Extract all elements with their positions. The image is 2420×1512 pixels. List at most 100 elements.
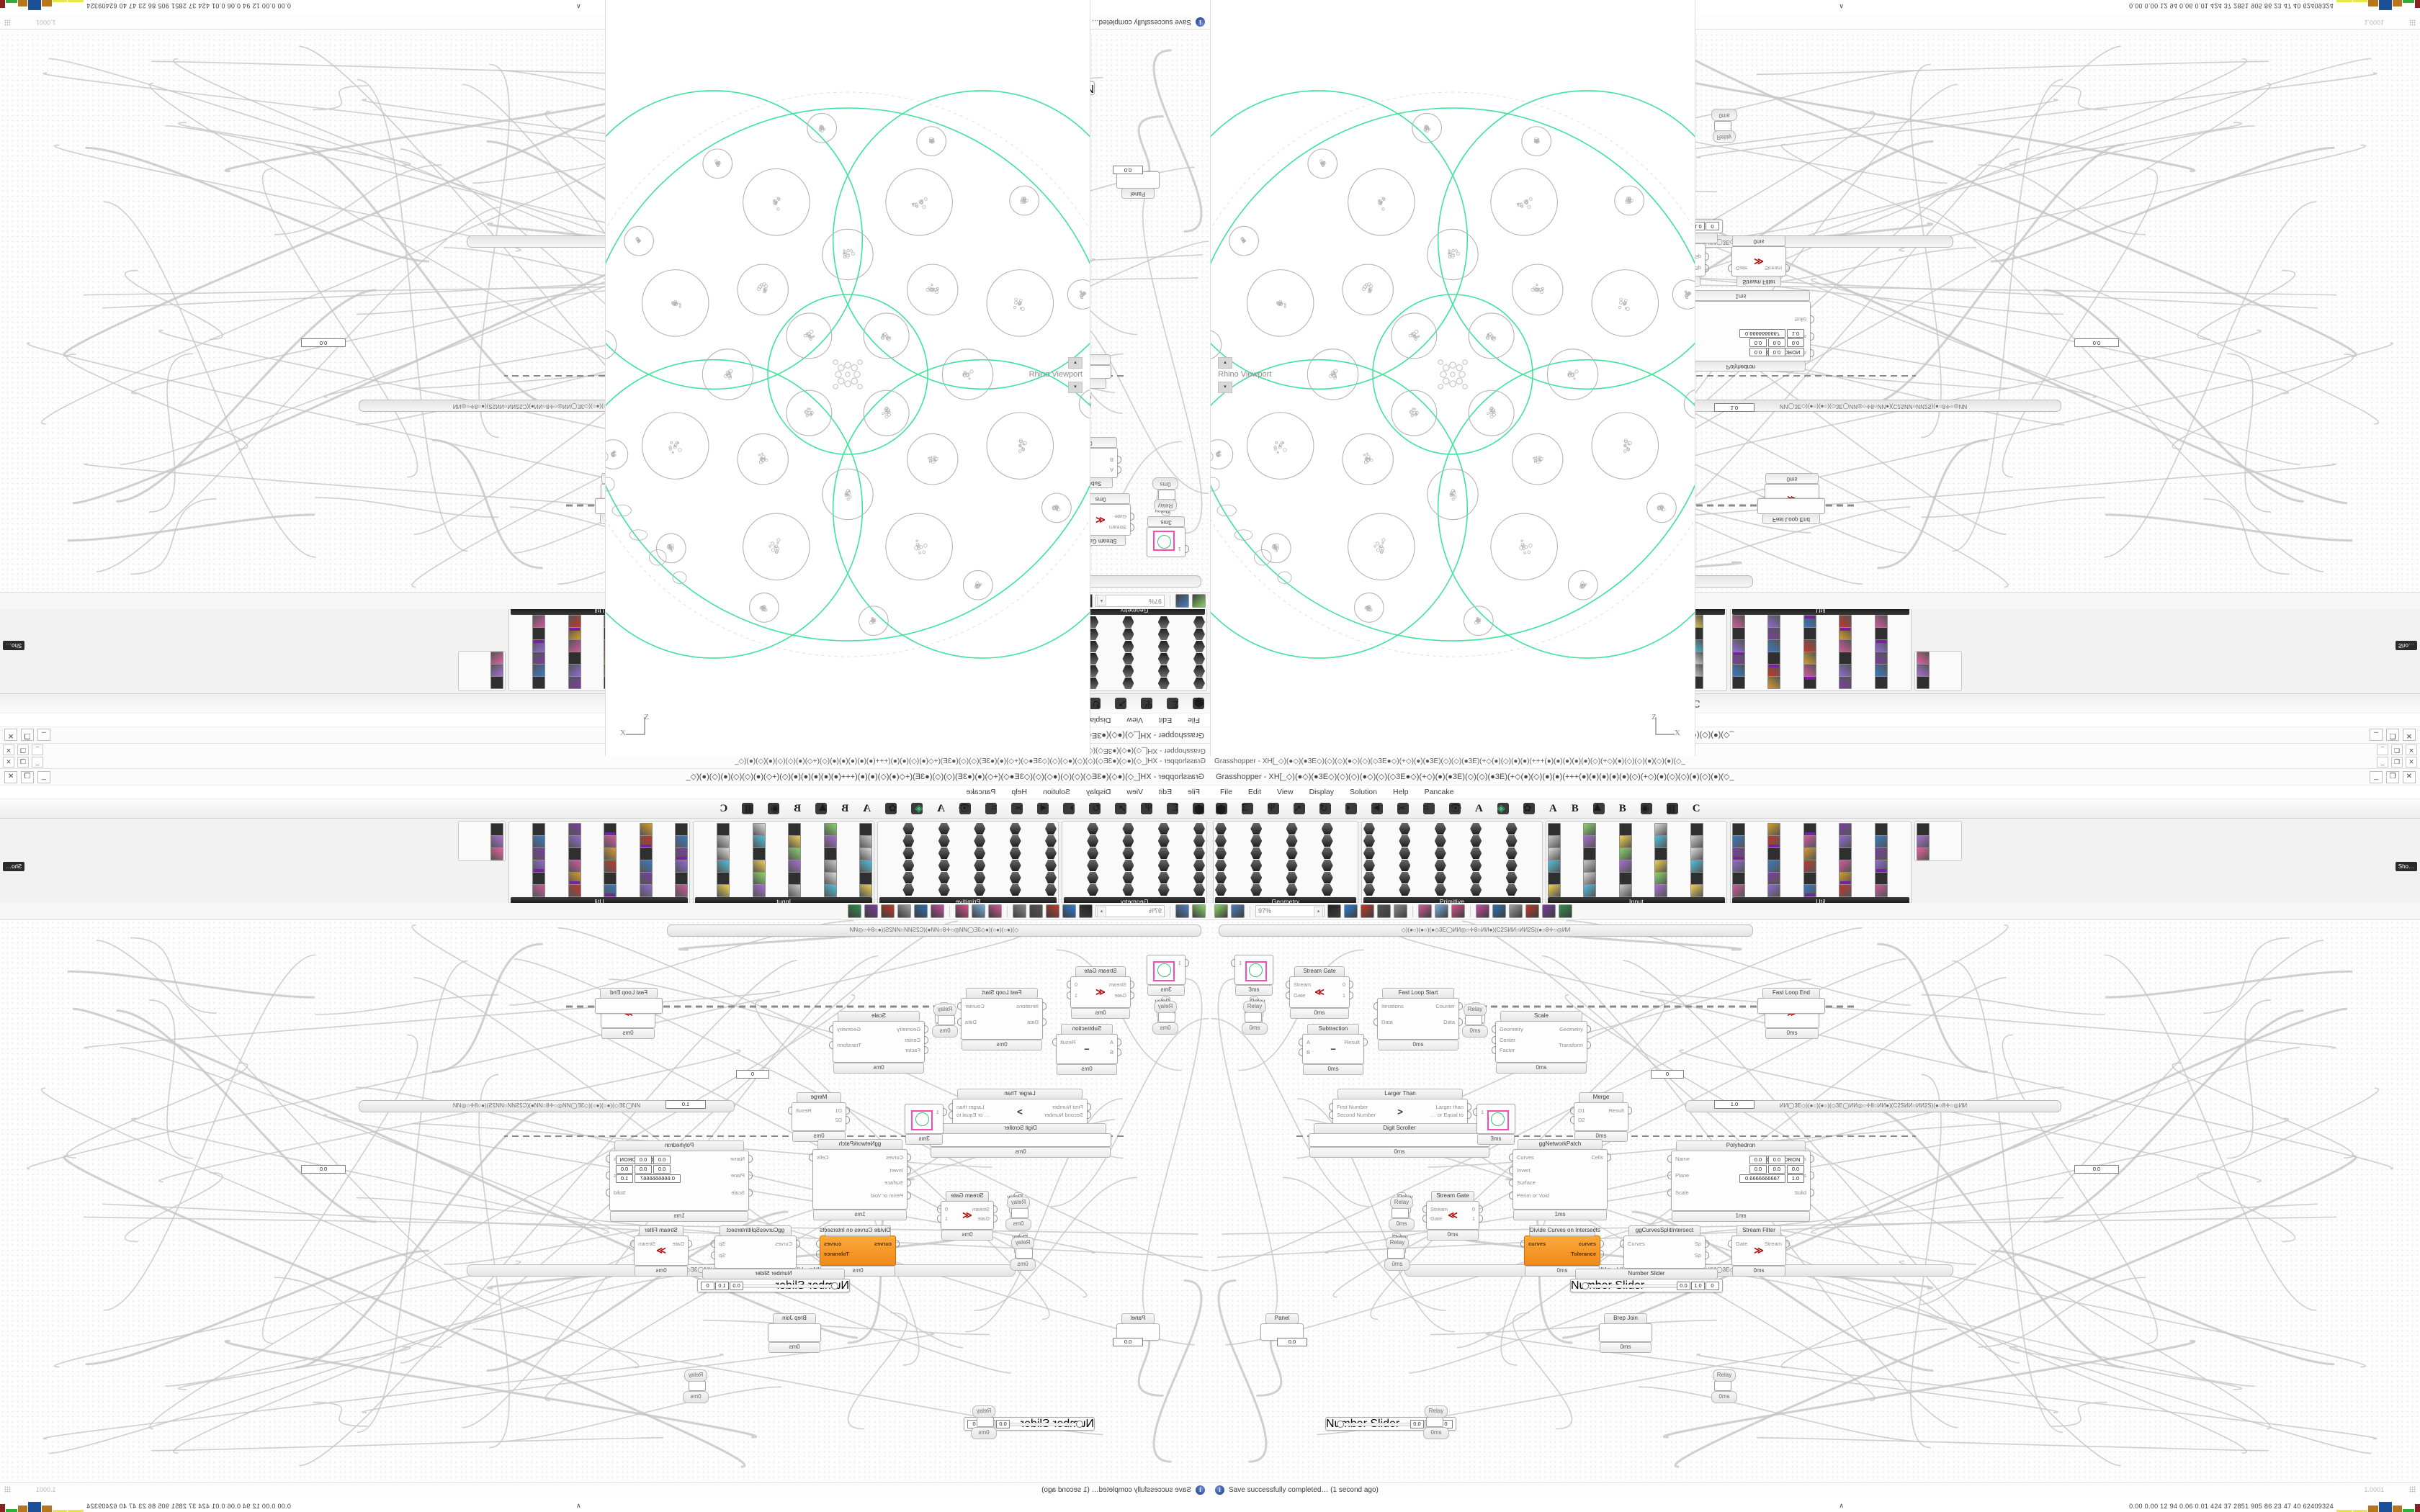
component-icon[interactable] [1321,860,1333,871]
component-circle-param-1[interactable]: 1 3ms [1231,955,1273,996]
output-pin[interactable] [1067,991,1071,999]
relay-node[interactable] [1016,1248,1033,1259]
menu-item-file[interactable]: File [1188,788,1200,796]
input-pin[interactable] [1329,1103,1333,1111]
component-icon[interactable] [1767,652,1781,665]
palette-icon[interactable] [1559,904,1572,918]
output-pin[interactable] [606,1171,610,1180]
component-icon[interactable] [1874,627,1888,640]
component-icon[interactable] [532,664,546,677]
output-pin[interactable] [1458,1018,1463,1026]
new-file-icon[interactable] [1192,594,1206,608]
component-icon[interactable] [1158,665,1170,677]
component-icon[interactable] [639,847,653,860]
component-icon[interactable] [604,860,617,873]
component-icon[interactable] [1193,678,1205,689]
input-pin[interactable] [1286,991,1290,999]
numeric-field[interactable]: 0.0 [1277,1338,1307,1346]
input-pin[interactable] [1492,1025,1496,1033]
component-icon[interactable] [1087,847,1098,859]
component-icon[interactable] [974,872,985,883]
component-icon[interactable] [788,872,802,885]
component-icon[interactable] [1732,835,1745,848]
component-fast-loop-start[interactable]: Fast Loop Start Iterations Data Counter Data… [957,988,1047,1050]
component-icon[interactable] [1123,629,1134,640]
component-icon[interactable] [1803,676,1816,689]
tab-display[interactable]: 👁 [958,803,971,814]
component-icon[interactable] [1917,652,1930,665]
component-digit-scroller[interactable]: Digit Scroller 0ms [930,1123,1111,1158]
component-icon[interactable] [490,835,503,848]
input-pin[interactable] [1492,1046,1496,1055]
component-icon[interactable] [1215,835,1227,847]
close-button[interactable]: ✕ [2406,744,2417,755]
tab-curve[interactable]: ↻ [1319,803,1331,814]
component-icon[interactable] [1874,872,1888,885]
slider-knob[interactable] [831,1282,838,1290]
component-icon[interactable] [1618,823,1632,836]
tab-mesh[interactable]: ◄ [1371,803,1383,814]
component-icon[interactable] [639,884,653,897]
output-pin[interactable] [630,1240,635,1248]
component-icon[interactable] [490,652,503,665]
palette-icon[interactable] [848,904,861,918]
canvas-group-bar[interactable]: ◇)(●○)(●○)(●◇3E◯ИИ◎○✛8○ИИ●)(С2SИИ○ИИ2S)(… [1219,924,1753,937]
component-icon[interactable] [675,823,688,836]
component-icon[interactable] [490,664,503,677]
output-pin[interactable] [829,1041,833,1049]
component-icon[interactable] [1045,884,1057,896]
component-icon[interactable] [1123,641,1134,652]
output-pin[interactable] [711,1240,715,1248]
minimize-button[interactable]: _ [32,757,43,768]
input-pin[interactable] [1570,1107,1574,1115]
component-icon[interactable] [938,860,950,871]
paint-brush-icon[interactable] [1361,904,1374,918]
gh-minimize-button[interactable]: _ [2370,729,2383,741]
component-icon[interactable] [639,872,653,885]
tab-c[interactable]: C [1692,802,1700,814]
component-icon[interactable] [717,860,730,873]
component-icon[interactable] [1803,639,1816,652]
numeric-field[interactable]: 0.0 [301,338,346,347]
relay-node[interactable] [1426,1417,1443,1427]
component-icon[interactable] [859,860,872,873]
component-icon[interactable] [1839,884,1852,897]
output-pin[interactable] [1628,1107,1632,1115]
component-icon[interactable] [1767,627,1781,640]
output-pin[interactable] [1067,981,1071,989]
input-pin[interactable] [1286,981,1290,989]
component-icon[interactable] [859,835,872,848]
component-icon[interactable] [1505,860,1518,871]
component-fast-loop-end[interactable]: Fast Loop End [1757,498,1825,524]
component-icon[interactable] [1803,884,1816,897]
slider-field-max[interactable]: 1.0 [1691,1282,1705,1290]
component-icon[interactable] [1123,847,1134,859]
component-icon[interactable] [532,615,546,628]
component-icon[interactable] [532,652,546,665]
component-stream-filter[interactable]: Stream Filter Gate Stream≫ 0ms [1728,235,1790,287]
relay-node[interactable] [1245,1012,1262,1022]
component-divide-curves-on-intersects[interactable]: Divide Curves on Intersects curves curves T… [1520,1225,1604,1277]
slider-knob[interactable] [1582,1282,1589,1290]
component-icon[interactable] [1363,823,1375,834]
component-icon[interactable] [902,884,914,896]
gha-icon[interactable] [988,904,1002,918]
component-icon[interactable] [1286,872,1298,883]
component-icon[interactable] [1123,884,1134,896]
field-Scale[interactable]: 0.6666666667 [635,1174,681,1183]
slider-track[interactable] [740,1284,835,1288]
component-icon[interactable] [1087,884,1098,896]
component-icon[interactable] [1803,860,1816,873]
resize-grip[interactable] [2409,19,2416,26]
field-oy[interactable]: 0.0 [1749,1156,1767,1164]
component-icon[interactable] [604,823,617,836]
component-icon[interactable] [675,835,688,848]
component-circle-param-2[interactable]: 1 3ms [905,1104,947,1145]
at-icon[interactable] [1394,904,1407,918]
field-zy[interactable]: 0.0 [653,1165,671,1174]
component-icon[interactable] [1250,884,1263,896]
component-icon[interactable] [1548,872,1561,885]
component-digit-scroller[interactable]: Digit Scroller 0ms [1309,1123,1490,1158]
output-pin[interactable] [1479,1205,1483,1213]
numeric-field[interactable]: 0.0 [301,1165,346,1174]
